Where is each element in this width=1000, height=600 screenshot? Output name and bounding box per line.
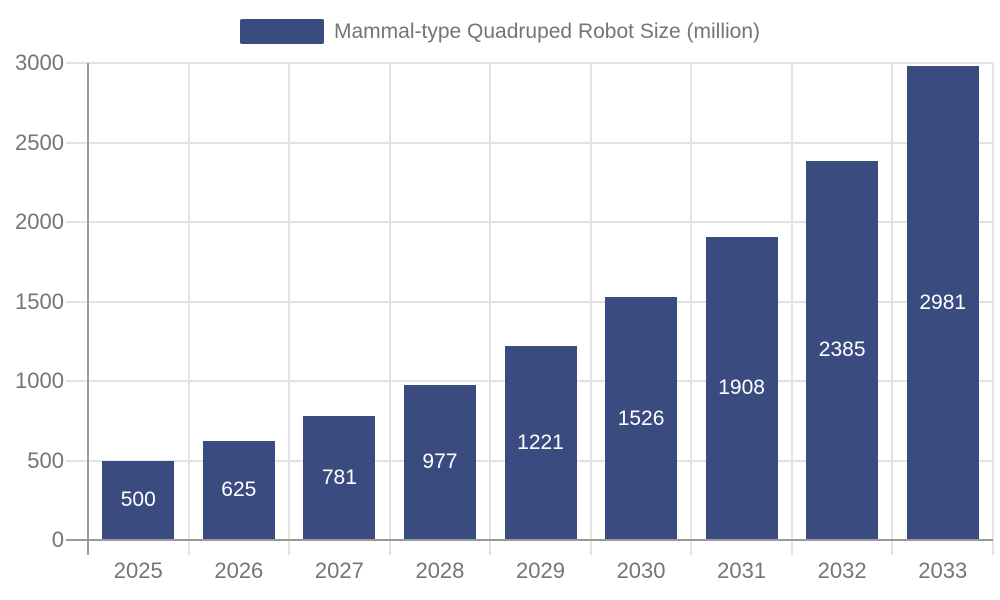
legend[interactable]: Mammal-type Quadruped Robot Size (millio… xyxy=(0,19,1000,44)
x-tick-label: 2033 xyxy=(918,558,968,583)
gridline-vertical xyxy=(187,63,190,555)
x-axis-line xyxy=(66,539,993,541)
gridline-horizontal xyxy=(66,62,993,64)
y-tick-label: 2500 xyxy=(15,129,64,155)
bar-2029[interactable]: 1221 xyxy=(504,345,577,540)
bar-value-label: 1526 xyxy=(617,406,665,430)
y-tick-label: 2000 xyxy=(15,209,64,234)
y-tick-label: 3000 xyxy=(15,50,64,75)
bar-value-label: 1908 xyxy=(718,376,765,400)
gridline-vertical xyxy=(690,63,693,555)
bar-value-label: 781 xyxy=(321,465,357,489)
bar-2025[interactable]: 500 xyxy=(102,460,175,540)
legend-swatch[interactable] xyxy=(240,19,324,44)
gridline-vertical xyxy=(589,63,592,555)
x-axis-labels: 2025 2026 2027 2028 2029 2030 2031 2032 2033 xyxy=(0,558,1000,588)
bar-2027[interactable]: 781 xyxy=(303,415,376,540)
bar-2032[interactable]: 2385 xyxy=(806,160,879,540)
x-tick-label: 2032 xyxy=(817,558,867,583)
gridline-horizontal xyxy=(66,300,993,303)
bar-2030[interactable]: 1526 xyxy=(605,297,678,540)
y-tick-label: 0 xyxy=(51,527,64,552)
y-axis-line xyxy=(87,63,89,555)
gridline-vertical xyxy=(489,63,492,555)
gridline-vertical xyxy=(992,63,994,555)
y-tick-label: 1000 xyxy=(15,368,64,393)
bar-value-label: 2385 xyxy=(818,338,866,362)
x-tick-label: 2025 xyxy=(113,558,163,583)
bar-2028[interactable]: 977 xyxy=(403,384,476,540)
gridline-vertical xyxy=(288,63,291,555)
y-tick-label: 1500 xyxy=(15,288,64,314)
gridline-vertical xyxy=(790,63,793,555)
x-tick-label: 2028 xyxy=(415,558,465,583)
legend-label[interactable]: Mammal-type Quadruped Robot Size (millio… xyxy=(334,19,760,43)
x-tick-label: 2029 xyxy=(516,558,565,583)
gridline-vertical xyxy=(388,63,391,555)
gridline-horizontal xyxy=(66,141,993,144)
bar-value-label: 2981 xyxy=(919,291,967,315)
bar-value-label: 500 xyxy=(120,488,156,512)
bar-value-label: 625 xyxy=(221,478,257,502)
x-tick-label: 2030 xyxy=(616,558,666,583)
bar-value-label: 1221 xyxy=(517,430,564,454)
gridline-horizontal xyxy=(66,221,993,223)
bar-value-label: 977 xyxy=(422,450,458,474)
bar-2033[interactable]: 2981 xyxy=(906,66,979,540)
x-tick-label: 2027 xyxy=(314,558,364,583)
y-axis-labels: 0 500 1000 1500 2000 2500 3000 xyxy=(0,52,64,551)
bar-2031[interactable]: 1908 xyxy=(705,236,778,540)
y-tick-label: 500 xyxy=(27,447,64,473)
x-tick-label: 2026 xyxy=(214,558,264,583)
bar-2026[interactable]: 625 xyxy=(202,440,275,540)
x-tick-label: 2031 xyxy=(717,558,767,583)
plot-area: 500 625 781 977 1221 1526 1908 2385 2981 xyxy=(66,62,994,555)
gridline-vertical xyxy=(891,63,894,555)
